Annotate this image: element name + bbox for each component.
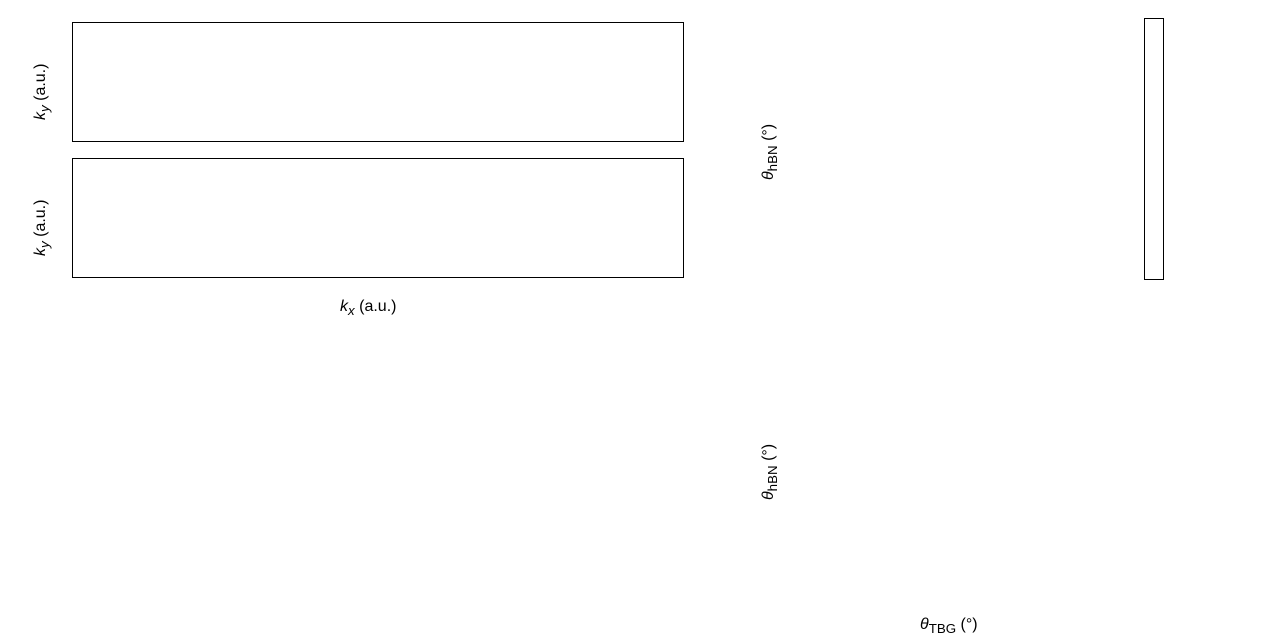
panel-c-overlay bbox=[798, 18, 1128, 278]
panel-a-y-label: ky (a.u.) bbox=[32, 64, 52, 120]
colorbar bbox=[1144, 18, 1164, 280]
kx-axis-label: kx (a.u.) bbox=[340, 298, 396, 318]
theta-hbn-d: θhBN (°) bbox=[760, 444, 777, 500]
ky-label-b: ky (a.u.) bbox=[32, 200, 49, 256]
panel-d-ylabel: θhBN (°) bbox=[760, 444, 780, 500]
theta-tbg: θTBG (°) bbox=[920, 616, 978, 633]
minmax-gradient-bar bbox=[102, 544, 192, 556]
panel-d-xlabel: θTBG (°) bbox=[920, 616, 978, 636]
panel-b-y-label: ky (a.u.) bbox=[32, 200, 52, 256]
panel-d-overlay bbox=[798, 338, 1128, 598]
kx-label-text: kx (a.u.) bbox=[340, 298, 396, 315]
scalebar bbox=[228, 548, 262, 554]
ky-label-a: ky (a.u.) bbox=[32, 64, 49, 120]
panel-e-tile-green-overlay bbox=[290, 376, 488, 574]
panel-e-tile-yellow bbox=[508, 376, 706, 574]
panel-a-svg bbox=[72, 22, 684, 142]
theta-hbn-c: θhBN (°) bbox=[760, 124, 777, 180]
panel-c-ylabel: θhBN (°) bbox=[760, 124, 780, 180]
panel-b-svg bbox=[72, 158, 684, 278]
